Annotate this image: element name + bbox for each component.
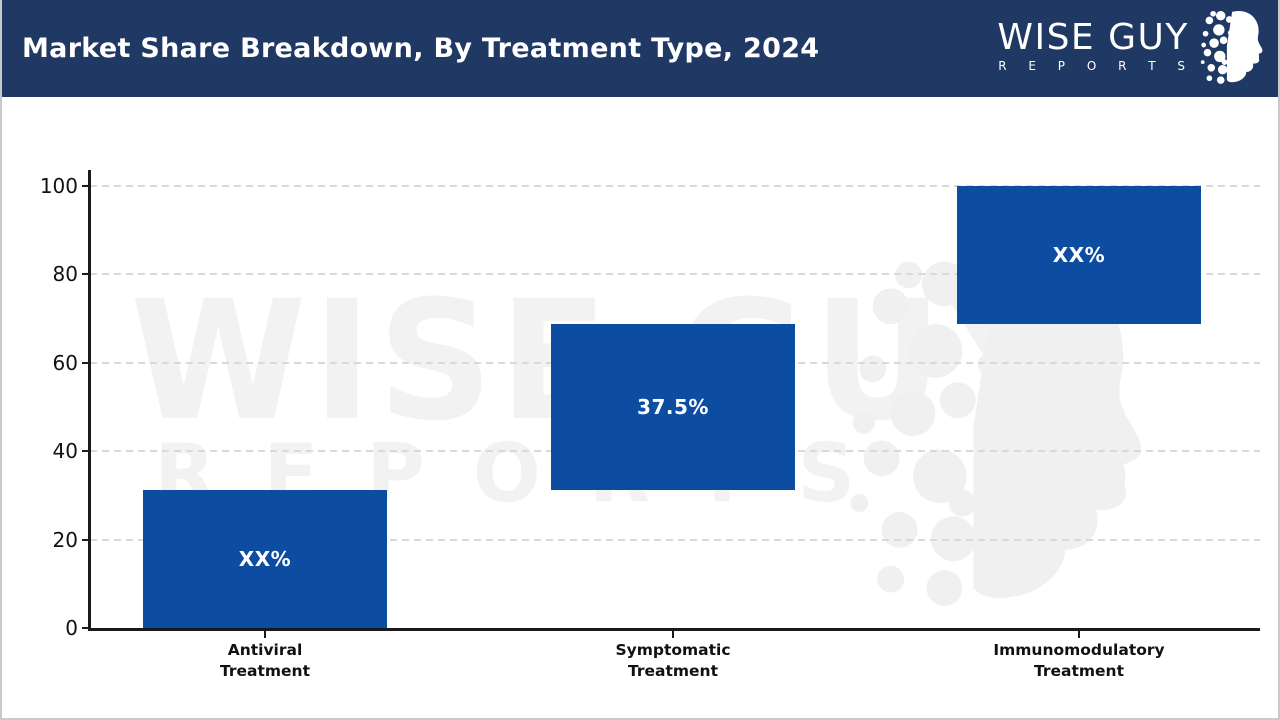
bar-value-label: 37.5% — [637, 395, 709, 419]
bar-1: XX% — [143, 489, 387, 628]
logo-subtext: R E P O R T S — [998, 58, 1194, 73]
x-tick-mark — [1078, 630, 1080, 638]
y-tick-label: 40 — [52, 439, 78, 464]
x-tick-mark — [264, 630, 266, 638]
wiseguy-logo: WISE GUY R E P O R T S — [992, 6, 1270, 86]
logo-text: WISE GUY R E P O R T S — [992, 16, 1194, 73]
y-tick-mark — [82, 273, 90, 276]
y-tick-mark — [82, 538, 90, 541]
y-tick-mark — [82, 361, 90, 364]
bar-value-label: XX% — [238, 546, 292, 571]
y-tick-mark — [82, 185, 90, 187]
x-category-label: Antiviral Treatment — [219, 641, 310, 680]
x-category-label: Symptomatic Treatment — [615, 641, 731, 680]
bar-3: XX% — [957, 186, 1201, 325]
bar-2: 37.5% — [551, 324, 795, 490]
y-tick-label: 20 — [52, 527, 78, 552]
bar-value-label: XX% — [1052, 243, 1106, 268]
y-tick-label: 60 — [52, 350, 78, 375]
y-axis-line — [88, 170, 91, 630]
page-title: Market Share Breakdown, By Treatment Typ… — [22, 33, 820, 64]
x-category-label: Immunomodulatory Treatment — [993, 641, 1165, 680]
x-axis-line — [88, 628, 1260, 631]
logo-wordmark: WISE GUY — [997, 16, 1189, 58]
header-bar: Market Share Breakdown, By Treatment Typ… — [2, 0, 1278, 97]
y-tick-label: 80 — [52, 262, 78, 287]
y-tick-mark — [82, 627, 90, 629]
wiseguy-face-icon — [1200, 10, 1263, 84]
y-tick-label: 0 — [65, 616, 78, 640]
y-tick-mark — [82, 450, 90, 453]
x-tick-mark — [672, 630, 674, 638]
y-tick-label: 100 — [39, 174, 78, 198]
